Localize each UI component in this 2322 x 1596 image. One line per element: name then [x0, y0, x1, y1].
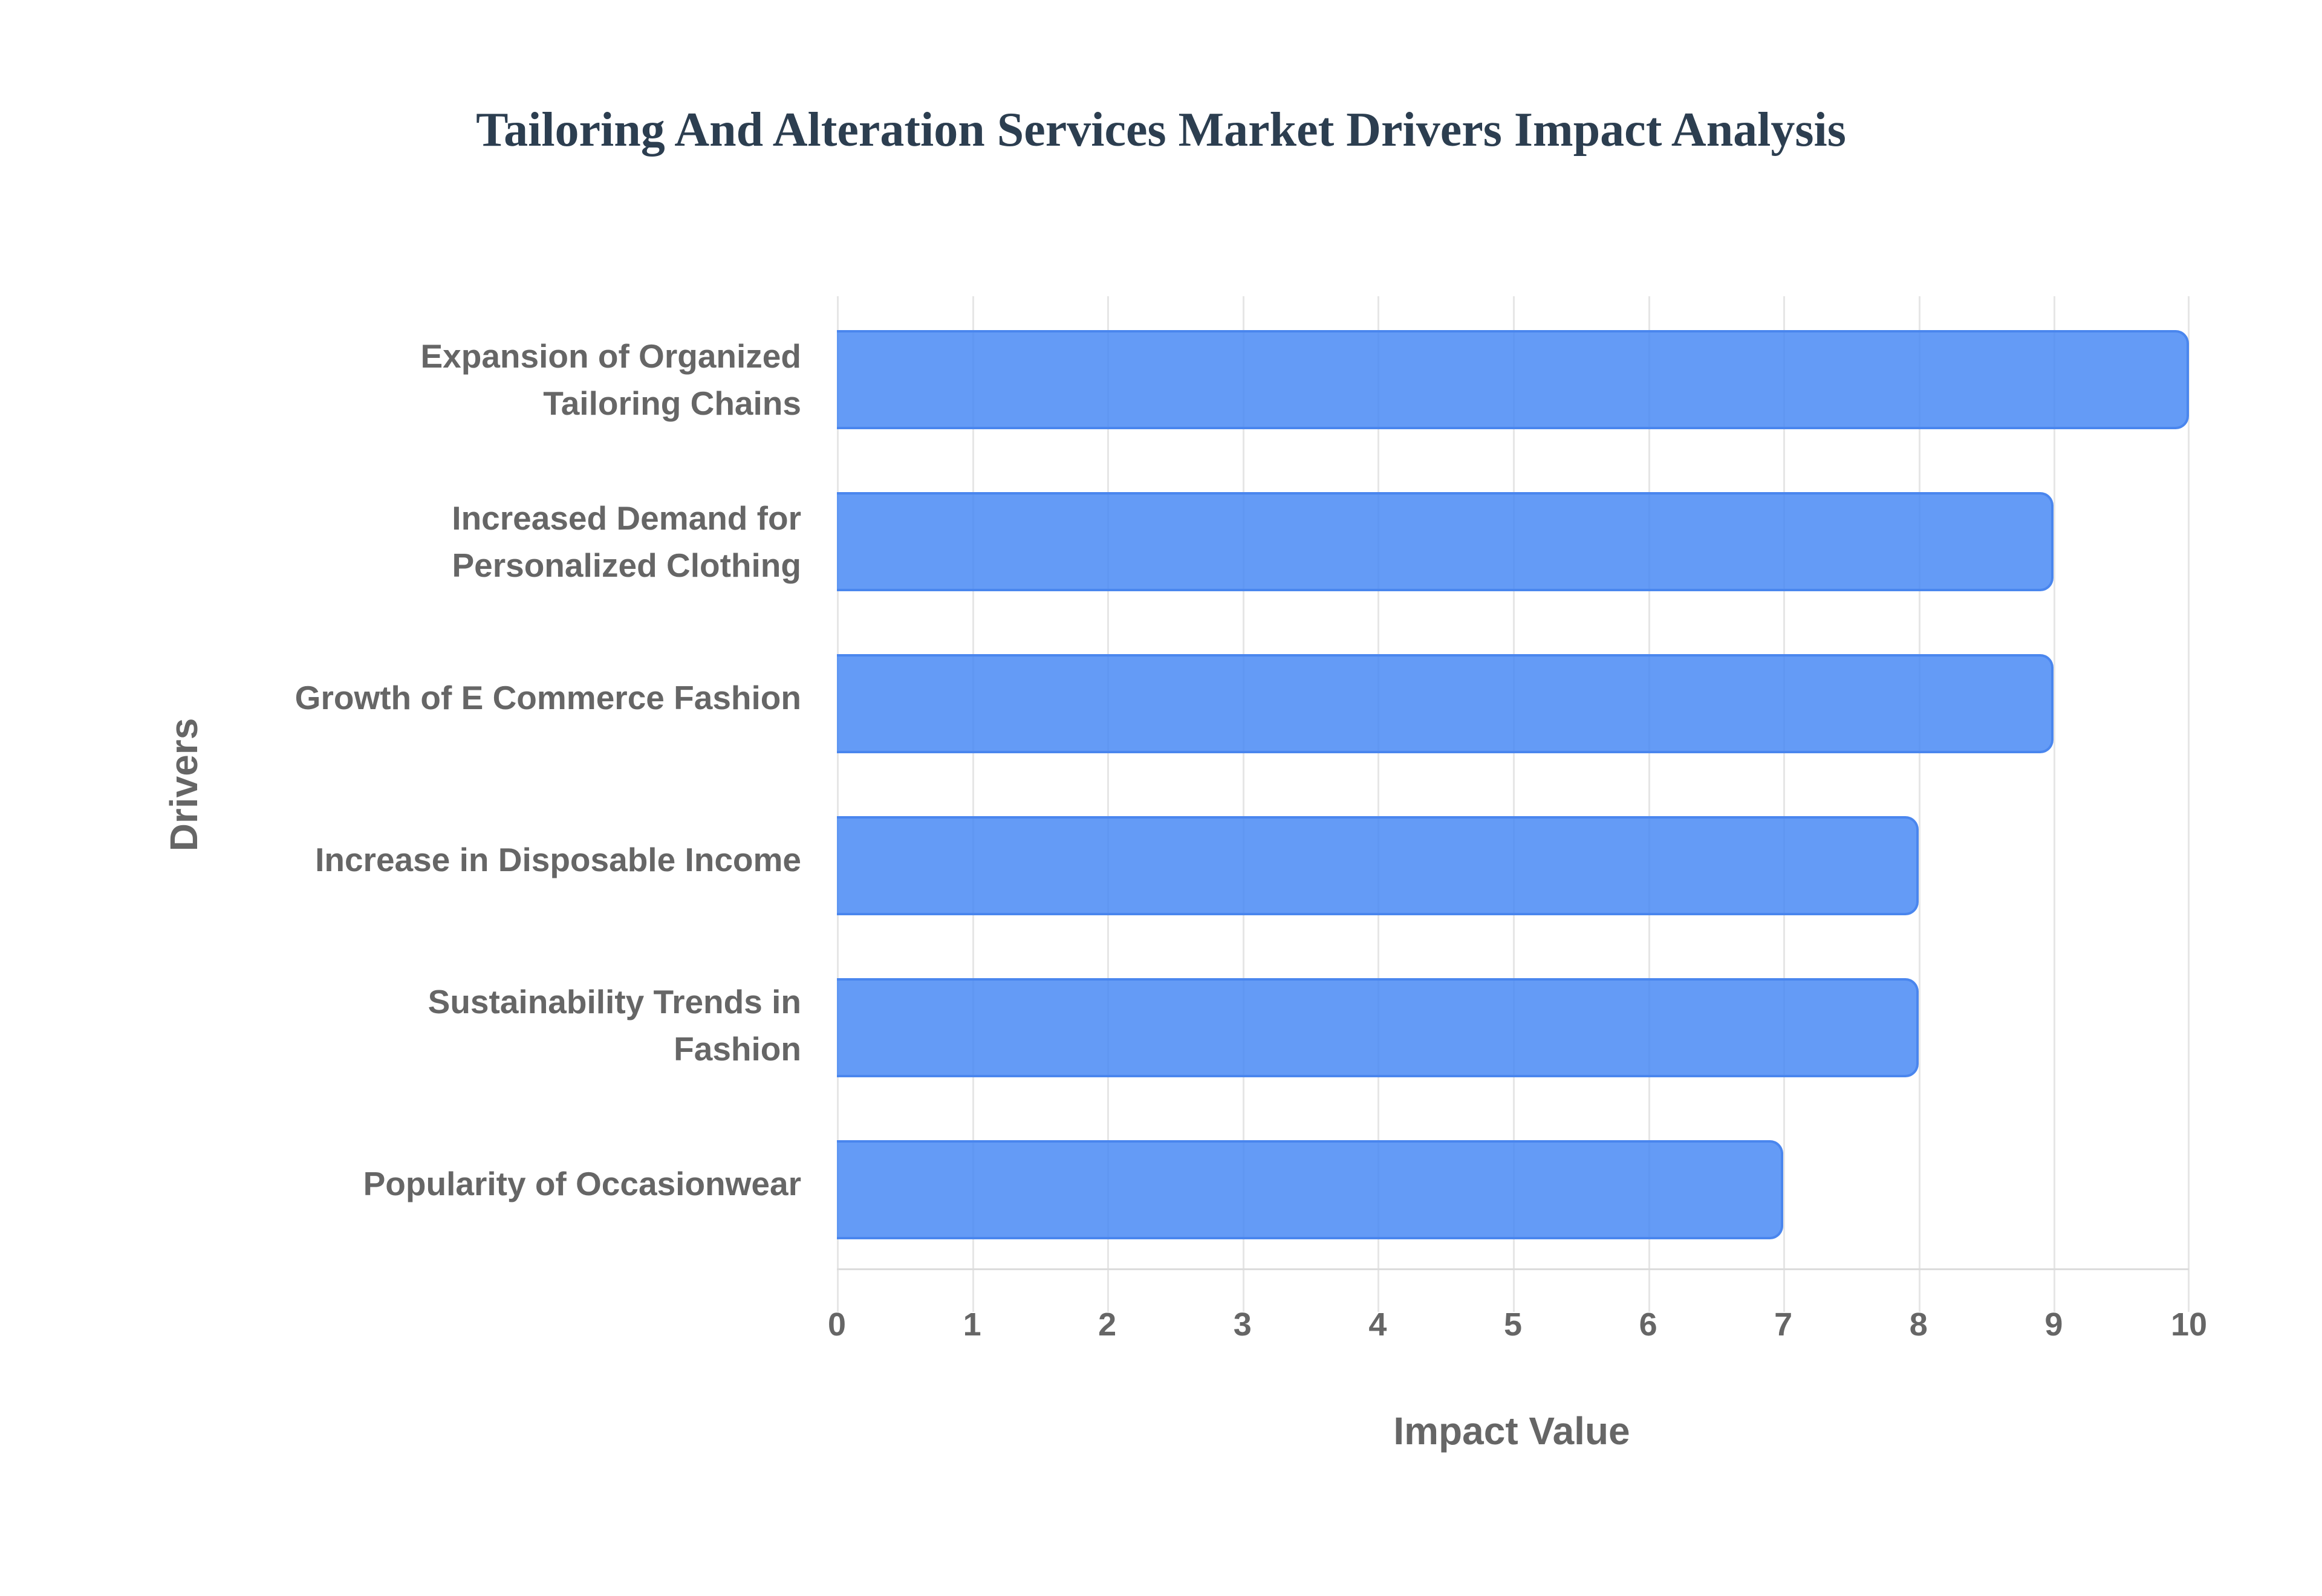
- label-line: Fashion: [674, 1030, 801, 1068]
- gridline-1: [972, 296, 974, 1312]
- y-tick-label-increased-demand: Increased Demand for Personalized Clothi…: [136, 495, 801, 589]
- label-line: Increased Demand for: [452, 499, 801, 537]
- y-axis-title: Drivers: [162, 718, 206, 852]
- label-line: Sustainability Trends in: [428, 983, 801, 1020]
- gridline-9: [2054, 296, 2056, 1312]
- x-tick-label: 7: [1774, 1306, 1793, 1343]
- gridline-4: [1377, 296, 1380, 1312]
- x-tick-label: 1: [963, 1306, 981, 1343]
- label-line: Expansion of Organized: [420, 337, 801, 375]
- bar-sustainability-trends-in-fashion[interactable]: [837, 978, 1919, 1077]
- bar-expansion-of-organized-tailoring-chains[interactable]: [837, 330, 2189, 429]
- bar-increase-in-disposable-income[interactable]: [837, 816, 1919, 915]
- label-line: Personalized Clothing: [452, 547, 801, 584]
- x-tick-label: 4: [1368, 1306, 1387, 1343]
- x-tick-label: 3: [1233, 1306, 1252, 1343]
- y-tick-label-growth-ecommerce: Growth of E Commerce Fashion: [136, 674, 801, 721]
- gridline-6: [1648, 296, 1650, 1312]
- label-line: Tailoring Chains: [543, 384, 801, 422]
- gridline-10: [2188, 296, 2190, 1312]
- y-tick-label-expansion: Expansion of Organized Tailoring Chains: [136, 332, 801, 427]
- chart-title: Tailoring And Alteration Services Market…: [476, 103, 1846, 157]
- x-tick-label: 0: [827, 1306, 847, 1343]
- x-axis-line: [837, 1268, 2189, 1270]
- bar-increased-demand-for-personalized-clothing[interactable]: [837, 492, 2054, 591]
- gridline-8: [1918, 296, 1920, 1312]
- gridline-2: [1107, 296, 1110, 1312]
- x-tick-label: 2: [1098, 1306, 1117, 1343]
- x-axis-title: Impact Value: [1393, 1409, 1630, 1453]
- y-tick-label-occasionwear: Popularity of Occasionwear: [136, 1160, 801, 1207]
- x-tick-label: 8: [1909, 1306, 1928, 1343]
- label-line: Increase in Disposable Income: [315, 841, 801, 878]
- bar-growth-of-e-commerce-fashion[interactable]: [837, 654, 2054, 753]
- plot-area: [837, 296, 2190, 1312]
- label-line: Popularity of Occasionwear: [363, 1165, 801, 1202]
- gridline-3: [1242, 296, 1244, 1312]
- x-tick-label: 9: [2044, 1306, 2063, 1343]
- y-tick-label-sustainability: Sustainability Trends in Fashion: [136, 978, 801, 1072]
- gridline-7: [1783, 296, 1786, 1312]
- x-tick-label: 5: [1503, 1306, 1523, 1343]
- bar-popularity-of-occasionwear[interactable]: [837, 1140, 1784, 1239]
- x-tick-label: 10: [2170, 1306, 2208, 1343]
- gridline-0: [837, 296, 839, 1312]
- gridline-5: [1513, 296, 1515, 1312]
- label-line: Growth of E Commerce Fashion: [294, 679, 801, 716]
- y-tick-label-disposable-income: Increase in Disposable Income: [136, 836, 801, 883]
- x-tick-label: 6: [1639, 1306, 1657, 1343]
